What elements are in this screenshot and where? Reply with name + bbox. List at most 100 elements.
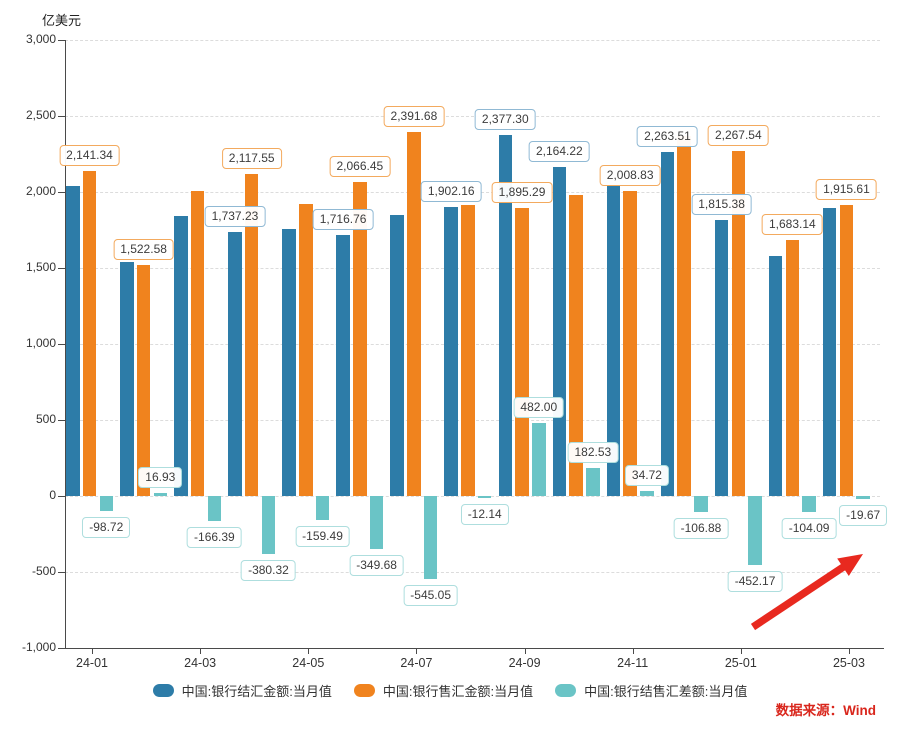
bar-balance — [477, 496, 492, 498]
data-label-settlement: 1,716.76 — [312, 209, 374, 231]
bar-balance — [99, 496, 113, 511]
bar-balance — [369, 496, 384, 550]
bar-settlement — [660, 151, 675, 496]
y-axis-tick — [58, 268, 65, 269]
data-label-balance: -12.14 — [460, 503, 509, 525]
bar-balance — [802, 496, 816, 512]
x-tick-label: 24-07 — [400, 656, 433, 670]
legend-item-settlement: 中国:银行结汇金额:当月值 — [152, 681, 332, 700]
bar-settlement — [444, 206, 458, 496]
gridline — [65, 40, 880, 41]
x-axis-tick — [92, 648, 94, 654]
bar-sales — [353, 181, 367, 496]
bar-settlement — [174, 216, 188, 496]
data-label-sales: 2,391.68 — [383, 106, 445, 128]
gridline — [65, 496, 880, 497]
legend-label-balance: 中国:银行结售汇差额:当月值 — [584, 684, 748, 699]
bar-sales — [677, 135, 691, 496]
legend-label-sales: 中国:银行售汇金额:当月值 — [382, 684, 534, 699]
bar-balance — [207, 496, 222, 522]
y-axis-line — [65, 40, 66, 648]
y-axis-unit-label: 亿美元 — [42, 13, 82, 28]
bar-sales — [785, 240, 800, 496]
legend: 中国:银行结汇金额:当月值 中国:银行售汇金额:当月值 中国:银行结售汇差额:当… — [0, 681, 900, 700]
y-axis-tick — [58, 40, 65, 41]
x-axis-line — [65, 648, 884, 649]
data-label-balance: -349.68 — [349, 555, 404, 577]
bar-settlement — [336, 235, 350, 496]
bar-sales — [82, 170, 97, 496]
bar-sales — [244, 174, 259, 496]
bar-settlement — [120, 261, 134, 496]
bar-sales — [299, 204, 313, 496]
data-label-settlement: 1,737.23 — [204, 205, 266, 227]
y-axis-tick — [58, 344, 65, 345]
bar-balance — [423, 496, 438, 579]
data-label-sales: 2,066.45 — [329, 155, 391, 177]
gridline — [65, 116, 880, 117]
legend-item-sales: 中国:银行售汇金额:当月值 — [353, 681, 534, 700]
legend-label-settlement: 中国:银行结汇金额:当月值 — [181, 684, 332, 699]
y-tick-label: 1,500 — [25, 260, 56, 274]
data-label-balance: 16.93 — [138, 467, 183, 489]
data-label-settlement: 2,377.30 — [474, 108, 536, 130]
x-tick-label: 25-01 — [724, 656, 757, 670]
y-axis-tick — [58, 648, 65, 649]
y-tick-label: 2,500 — [25, 108, 56, 122]
bar-sales — [569, 194, 583, 496]
x-tick-label: 24-11 — [617, 656, 649, 670]
data-label-balance: -106.88 — [673, 518, 729, 540]
bar-sales — [190, 190, 205, 496]
bar-balance — [856, 496, 870, 499]
x-axis-tick — [416, 648, 418, 654]
data-label-balance: 182.53 — [567, 442, 619, 464]
bar-balance — [586, 468, 600, 496]
y-axis-tick — [58, 420, 65, 421]
data-label-balance: -545.05 — [403, 584, 458, 606]
bar-balance — [748, 496, 762, 565]
data-label-balance: -166.39 — [187, 527, 242, 549]
x-axis-tick — [200, 648, 202, 654]
bar-settlement — [390, 215, 404, 496]
bar-sales — [839, 204, 854, 496]
data-label-settlement: 2,164.22 — [528, 141, 590, 163]
bar-settlement — [768, 255, 783, 496]
x-axis-tick — [740, 648, 742, 654]
data-label-settlement: 1,902.16 — [420, 180, 482, 202]
y-tick-label: -500 — [31, 564, 56, 578]
y-axis-tick — [58, 192, 65, 193]
bar-balance — [315, 496, 330, 521]
bar-sales — [136, 264, 151, 496]
y-axis-tick — [58, 496, 65, 497]
bar-settlement — [282, 228, 296, 496]
data-label-sales: 1,683.14 — [762, 214, 823, 236]
y-tick-label: 1,000 — [25, 336, 56, 350]
bar-sales — [731, 151, 746, 496]
x-tick-label: 24-01 — [76, 656, 109, 670]
bar-settlement — [552, 167, 567, 496]
bar-sales — [623, 190, 637, 496]
x-tick-label: 24-05 — [292, 656, 325, 670]
gridline — [65, 572, 880, 573]
data-label-balance: -380.32 — [241, 559, 296, 581]
data-label-balance: -19.67 — [839, 504, 888, 526]
data-label-sales: 1,895.29 — [491, 181, 553, 203]
x-axis-tick — [632, 648, 634, 654]
x-tick-label: 24-09 — [508, 656, 541, 670]
x-axis-tick — [848, 648, 850, 654]
legend-swatch-sales-icon — [353, 684, 375, 697]
bar-balance — [694, 496, 708, 513]
bar-sales — [515, 207, 529, 496]
bar-balance — [532, 422, 546, 496]
y-axis-tick — [58, 572, 65, 573]
bar-settlement — [498, 134, 513, 496]
bar-settlement — [606, 185, 621, 496]
x-axis-tick — [524, 648, 526, 654]
x-tick-label: 24-03 — [184, 656, 217, 670]
data-label-balance: -159.49 — [295, 526, 350, 548]
data-label-sales: 2,141.34 — [59, 144, 120, 166]
data-label-sales: 2,267.54 — [707, 125, 769, 147]
y-tick-label: 0 — [49, 488, 56, 502]
data-label-sales: 1,915.61 — [816, 178, 877, 200]
